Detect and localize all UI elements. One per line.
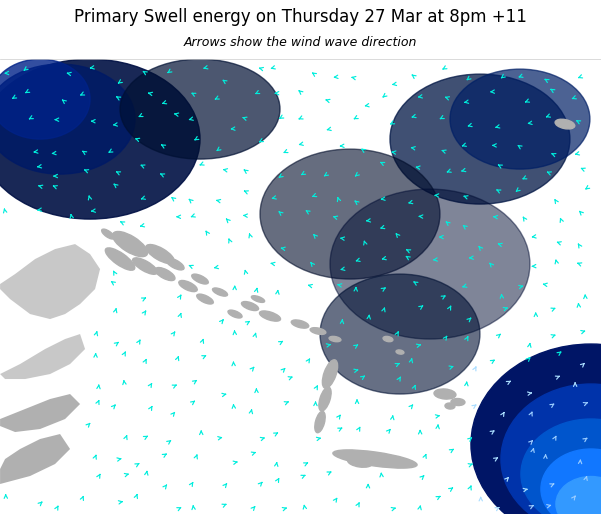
Polygon shape — [0, 244, 100, 319]
Ellipse shape — [197, 294, 213, 304]
Ellipse shape — [105, 248, 135, 270]
Ellipse shape — [320, 274, 480, 394]
Ellipse shape — [179, 281, 197, 291]
Ellipse shape — [390, 74, 570, 204]
Ellipse shape — [555, 119, 575, 129]
Ellipse shape — [383, 336, 393, 342]
Ellipse shape — [310, 327, 326, 335]
Ellipse shape — [322, 360, 338, 388]
Ellipse shape — [228, 310, 242, 318]
Ellipse shape — [166, 258, 184, 270]
Ellipse shape — [347, 457, 373, 467]
Ellipse shape — [251, 296, 264, 302]
Polygon shape — [0, 334, 85, 379]
Polygon shape — [0, 394, 80, 432]
Ellipse shape — [260, 149, 440, 279]
Ellipse shape — [521, 419, 601, 514]
Ellipse shape — [112, 231, 147, 256]
Ellipse shape — [450, 69, 590, 169]
Ellipse shape — [541, 449, 601, 514]
Ellipse shape — [133, 258, 157, 274]
Ellipse shape — [471, 344, 601, 514]
Ellipse shape — [0, 59, 200, 219]
Ellipse shape — [434, 389, 456, 399]
Ellipse shape — [445, 403, 455, 409]
Ellipse shape — [451, 398, 465, 406]
Ellipse shape — [319, 387, 331, 411]
Ellipse shape — [501, 384, 601, 514]
Ellipse shape — [242, 302, 258, 310]
Text: Primary Swell energy on Thursday 27 Mar at 8pm +11: Primary Swell energy on Thursday 27 Mar … — [74, 8, 527, 26]
Ellipse shape — [146, 245, 174, 264]
Ellipse shape — [155, 268, 175, 281]
Ellipse shape — [556, 476, 601, 514]
Ellipse shape — [396, 350, 404, 354]
Ellipse shape — [315, 411, 325, 433]
Ellipse shape — [0, 64, 135, 174]
Text: Arrows show the wind wave direction: Arrows show the wind wave direction — [184, 36, 417, 49]
Ellipse shape — [102, 229, 114, 239]
Ellipse shape — [192, 274, 209, 284]
Ellipse shape — [120, 59, 280, 159]
Ellipse shape — [330, 189, 530, 339]
Ellipse shape — [260, 311, 281, 321]
Ellipse shape — [213, 288, 228, 296]
Ellipse shape — [291, 320, 309, 328]
Ellipse shape — [333, 450, 417, 468]
Ellipse shape — [0, 59, 90, 139]
Ellipse shape — [329, 336, 341, 342]
Polygon shape — [0, 434, 70, 484]
